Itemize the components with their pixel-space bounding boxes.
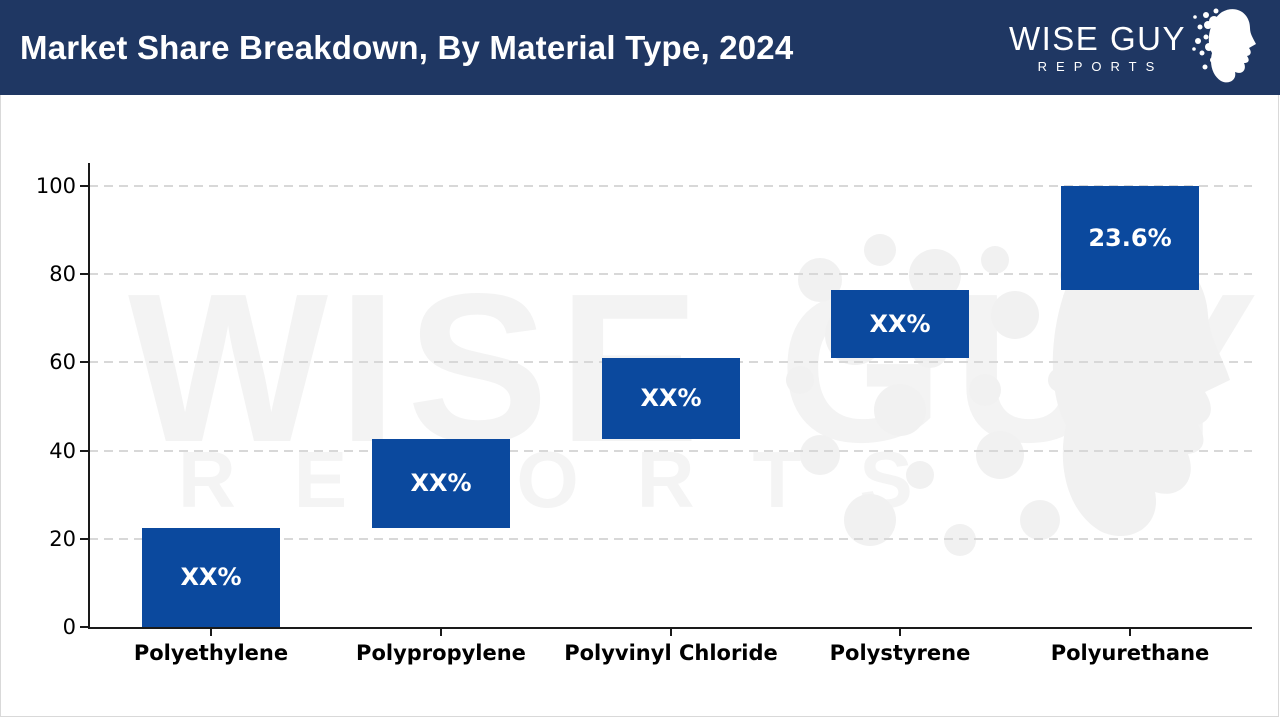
- wiseguy-logo: WISE GUY REPORTS: [1009, 5, 1262, 91]
- y-axis-line: [88, 163, 90, 629]
- y-tick-label: 60: [49, 350, 76, 375]
- x-category-label: Polyurethane: [1050, 641, 1210, 665]
- y-tick-label: 40: [49, 438, 76, 463]
- x-category-label: Polypropylene: [356, 641, 526, 665]
- page-title: Market Share Breakdown, By Material Type…: [20, 28, 794, 66]
- x-category-label: Polyethylene: [133, 641, 289, 665]
- y-tick-label: 20: [49, 526, 76, 551]
- x-tick-mark: [210, 629, 212, 636]
- logo-wordmark: WISE GUY: [1008, 19, 1186, 57]
- y-tick-mark: [80, 273, 88, 276]
- x-tick-mark: [899, 629, 901, 636]
- y-tick-label: 0: [62, 615, 76, 639]
- logo-subtitle: REPORTS: [1037, 58, 1164, 74]
- y-tick-label: 80: [49, 262, 76, 287]
- x-tick-mark: [1129, 629, 1131, 636]
- bar-value-label: 23.6%: [1088, 224, 1172, 253]
- wiseguy-logo-text: WISE GUY REPORTS: [1008, 19, 1186, 74]
- watermark-subtitle: REPORTS: [178, 435, 971, 524]
- y-tick-label: 100: [35, 174, 76, 198]
- y-tick-mark: [80, 361, 88, 364]
- bar-value-label: XX%: [410, 469, 472, 498]
- bar-polyvinyl-chloride: XX%: [602, 357, 740, 439]
- x-tick-mark: [670, 629, 672, 636]
- x-tick-mark: [440, 629, 442, 636]
- bar-polypropylene: XX%: [372, 438, 510, 528]
- y-tick-mark: [80, 185, 88, 187]
- bar-value-label: XX%: [180, 563, 242, 592]
- bar-value-label: XX%: [869, 310, 931, 339]
- bar-polyethylene: XX%: [142, 527, 280, 627]
- gridline: [89, 537, 1252, 540]
- header-bar: Market Share Breakdown, By Material Type…: [0, 0, 1280, 95]
- bar-polystyrene: XX%: [831, 290, 969, 358]
- x-axis-line: [88, 627, 1252, 629]
- y-tick-mark: [80, 537, 88, 540]
- x-category-label: Polyvinyl Chloride: [564, 641, 778, 665]
- gridline: [89, 273, 1252, 276]
- y-tick-mark: [80, 449, 88, 452]
- gridline: [89, 449, 1252, 452]
- x-category-label: Polystyrene: [829, 641, 971, 665]
- y-tick-mark: [80, 626, 88, 628]
- bar-polyurethane: 23.6%: [1061, 186, 1199, 291]
- wiseguy-head-icon: [1190, 5, 1262, 91]
- bar-value-label: XX%: [640, 384, 702, 413]
- gridline: [89, 185, 1252, 187]
